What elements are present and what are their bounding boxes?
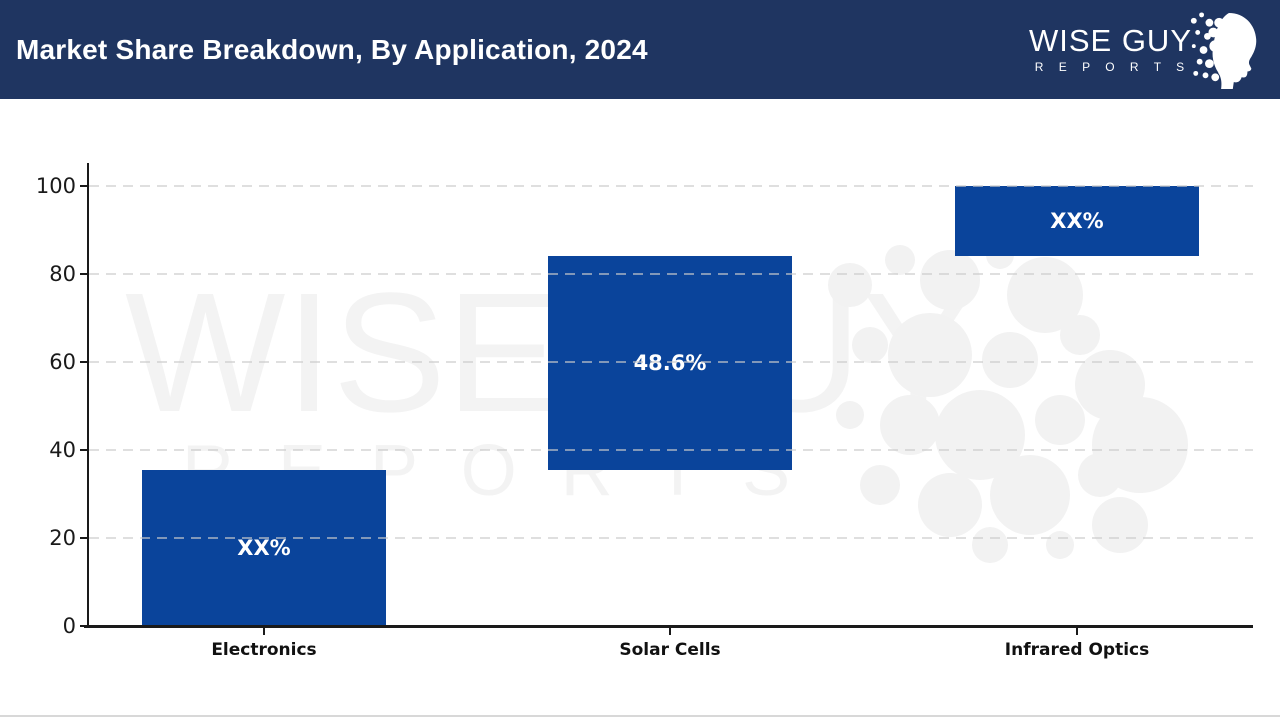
y-tick-80 [80, 273, 88, 275]
brand-subtitle: R E P O R T S [1034, 60, 1191, 74]
brand-name: WISE GUY [1028, 23, 1192, 58]
bar-value-label: XX% [1050, 209, 1104, 234]
x-tick-solar-cells [669, 627, 671, 635]
bar-value-label: 48.6% [633, 351, 707, 376]
y-tick-label-60: 60 [49, 350, 76, 374]
gridline-20 [89, 537, 1253, 539]
y-tick-label-40: 40 [49, 438, 76, 462]
chart-title: Market Share Breakdown, By Application, … [16, 33, 648, 65]
gridline-40 [89, 449, 1253, 451]
bar-solar-cells: 48.6% [548, 256, 792, 471]
brand-logo-text: WISE GUY R E P O R T S [1029, 25, 1192, 74]
y-tick-label-0: 0 [62, 614, 76, 638]
y-tick-label-100: 100 [35, 174, 76, 198]
bar-value-label: XX% [237, 536, 291, 561]
chart-header: Market Share Breakdown, By Application, … [0, 0, 1280, 99]
y-tick-60 [80, 361, 88, 363]
gridline-100 [89, 185, 1253, 187]
bottom-border [0, 715, 1280, 717]
watermark-head-dots [828, 241, 1188, 563]
x-axis-line [84, 625, 1253, 628]
x-tick-infrared-optics [1076, 627, 1078, 635]
gridline-60 [89, 361, 1253, 363]
x-axis-label-electronics: Electronics [211, 640, 317, 660]
x-axis-label-infrared-optics: Infrared Optics [1004, 640, 1150, 660]
x-axis-label-solar-cells: Solar Cells [619, 640, 721, 660]
bar-electronics: XX% [142, 470, 386, 626]
x-tick-electronics [263, 627, 265, 635]
brand-logo: WISE GUY R E P O R T S [1029, 7, 1264, 93]
y-tick-label-20: 20 [49, 526, 76, 550]
y-tick-40 [80, 449, 88, 451]
wiseguy-head-icon [1190, 11, 1257, 89]
y-tick-20 [80, 537, 88, 539]
y-tick-100 [80, 185, 88, 187]
y-axis-line [87, 163, 89, 628]
y-tick-label-80: 80 [49, 262, 76, 286]
bar-infrared-optics: XX% [955, 186, 1199, 257]
gridline-80 [89, 273, 1253, 275]
